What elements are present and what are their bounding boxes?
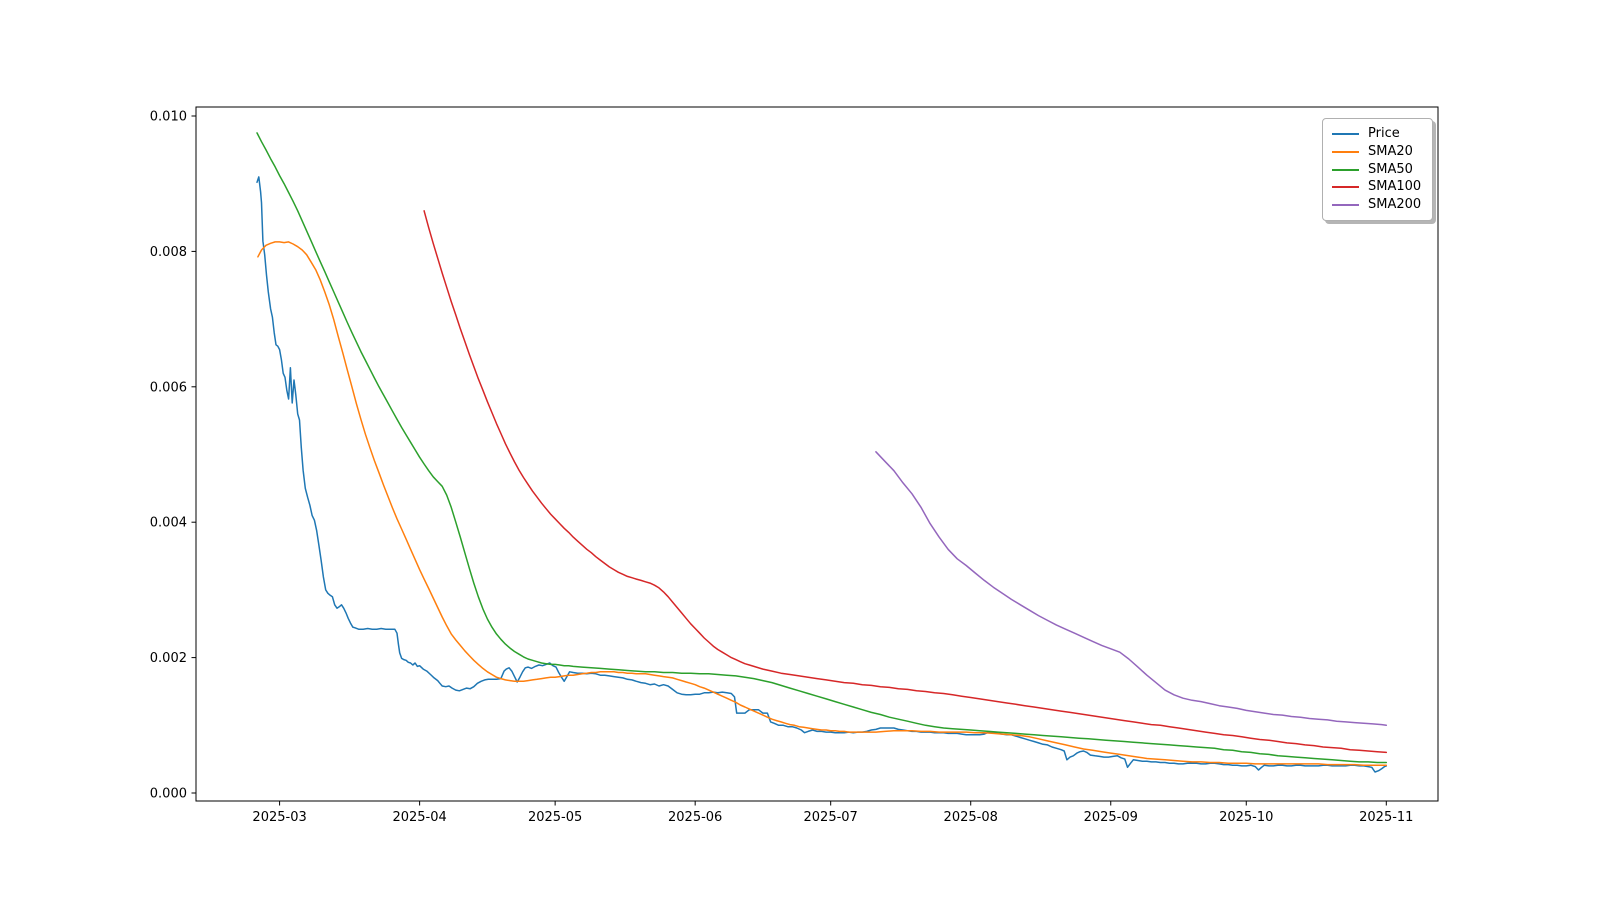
x-tick-label: 2025-06 — [668, 810, 722, 825]
legend: Price SMA20 SMA50 SMA100 SMA200 — [1322, 118, 1433, 221]
x-tick-label: 2025-11 — [1359, 810, 1413, 825]
x-tick-label: 2025-10 — [1219, 810, 1273, 825]
legend-line-sample-sma100 — [1332, 186, 1359, 189]
y-tick-label: 0.002 — [150, 651, 187, 666]
legend-line-sample-sma20 — [1332, 150, 1359, 153]
y-tick-label: 0.004 — [150, 516, 187, 531]
legend-label: SMA100 — [1368, 179, 1422, 195]
series-line-sma50 — [256, 132, 1388, 764]
legend-entry-sma20: SMA20 — [1332, 144, 1423, 160]
plot-spines — [195, 106, 1439, 802]
legend-entry-sma200: SMA200 — [1332, 197, 1423, 213]
legend-entry-sma100: SMA100 — [1332, 179, 1423, 195]
series-line-sma200 — [875, 451, 1388, 727]
x-tick-label: 2025-08 — [944, 810, 998, 825]
legend-label: Price — [1368, 126, 1400, 141]
series-line-sma100 — [423, 210, 1388, 754]
x-tick-label: 2025-04 — [392, 810, 446, 825]
y-tick-label: 0.000 — [150, 787, 187, 802]
x-tick-label: 2025-09 — [1084, 810, 1138, 825]
legend-line-sample-price — [1332, 133, 1359, 135]
legend-label: SMA200 — [1368, 197, 1422, 212]
legend-line-sample-sma200 — [1332, 204, 1359, 206]
x-tick-label: 2025-05 — [528, 810, 582, 825]
legend-label: SMA20 — [1368, 143, 1413, 159]
y-tick-label: 0.008 — [150, 245, 187, 260]
x-tick-label: 2025-03 — [252, 810, 306, 825]
axes: 2025-03 2025-04 2025-05 2025-06 2025-07 2025-… — [150, 106, 1439, 825]
x-tick-label: 2025-07 — [804, 810, 858, 825]
series-line-sma20 — [257, 241, 1388, 766]
legend-line-sample-sma50 — [1332, 168, 1359, 171]
series-line-price — [256, 176, 1388, 773]
legend-entry-price: Price — [1332, 126, 1423, 142]
legend-label: SMA50 — [1368, 161, 1413, 177]
legend-entry-sma50: SMA50 — [1332, 162, 1423, 178]
y-tick-label: 0.006 — [150, 380, 187, 395]
y-tick-label: 0.010 — [150, 110, 187, 125]
series-lines — [256, 132, 1388, 773]
